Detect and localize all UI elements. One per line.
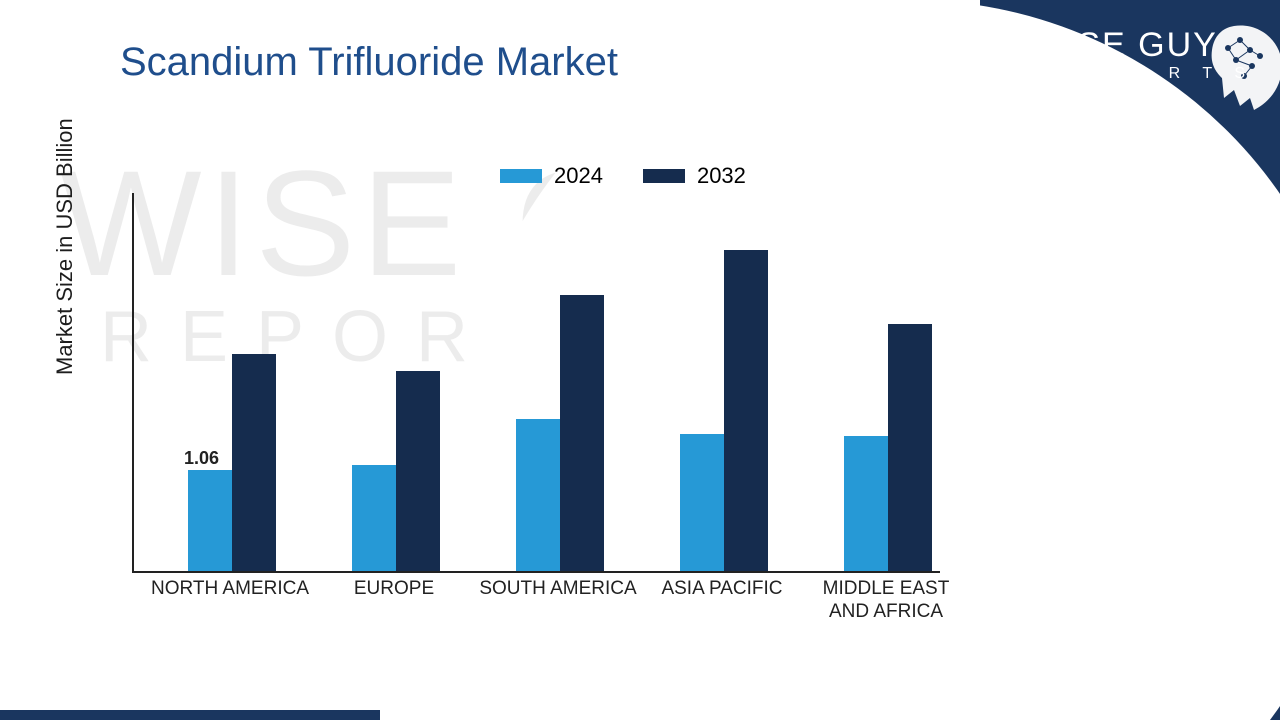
bar-group <box>326 371 466 571</box>
category-label: EUROPE <box>314 577 474 600</box>
category-label: NORTH AMERICA <box>150 577 310 600</box>
footer-accent <box>0 710 380 720</box>
brand-logo-text: WISE GUY R E P O R T S <box>1032 28 1254 82</box>
bar <box>516 419 560 571</box>
bar <box>232 354 276 571</box>
bar-group <box>162 354 302 571</box>
bar-group <box>818 324 958 571</box>
bar <box>352 465 396 571</box>
legend-item: 2032 <box>643 163 746 189</box>
bar-value-label: 1.06 <box>184 448 219 469</box>
bar <box>396 371 440 571</box>
legend-item: 2024 <box>500 163 603 189</box>
bar-group <box>490 295 630 571</box>
legend-label: 2032 <box>697 163 746 189</box>
category-label: SOUTH AMERICA <box>478 577 638 600</box>
brand-line2: R E P O R T S <box>1032 66 1254 82</box>
bar <box>188 470 232 571</box>
bar <box>724 250 768 571</box>
brand-line1: WISE GUY <box>1032 28 1254 62</box>
legend-label: 2024 <box>554 163 603 189</box>
bar <box>844 436 888 571</box>
bar <box>560 295 604 571</box>
bar <box>888 324 932 571</box>
brand-sidebar: WISE GUY R E P O R T S <box>980 0 1280 720</box>
chart-plot-area <box>132 193 940 573</box>
category-label: ASIA PACIFIC <box>642 577 802 600</box>
category-label: MIDDLE EAST AND AFRICA <box>806 577 966 623</box>
legend-swatch <box>643 169 685 183</box>
y-axis-label: Market Size in USD Billion <box>52 118 78 375</box>
chart-legend: 2024 2032 <box>500 163 746 189</box>
bar-chart: Market Size in USD Billion 20242032 NORT… <box>70 165 950 665</box>
bar <box>680 434 724 571</box>
legend-swatch <box>500 169 542 183</box>
bar-group <box>654 250 794 571</box>
chart-title: Scandium Trifluoride Market <box>120 40 618 85</box>
